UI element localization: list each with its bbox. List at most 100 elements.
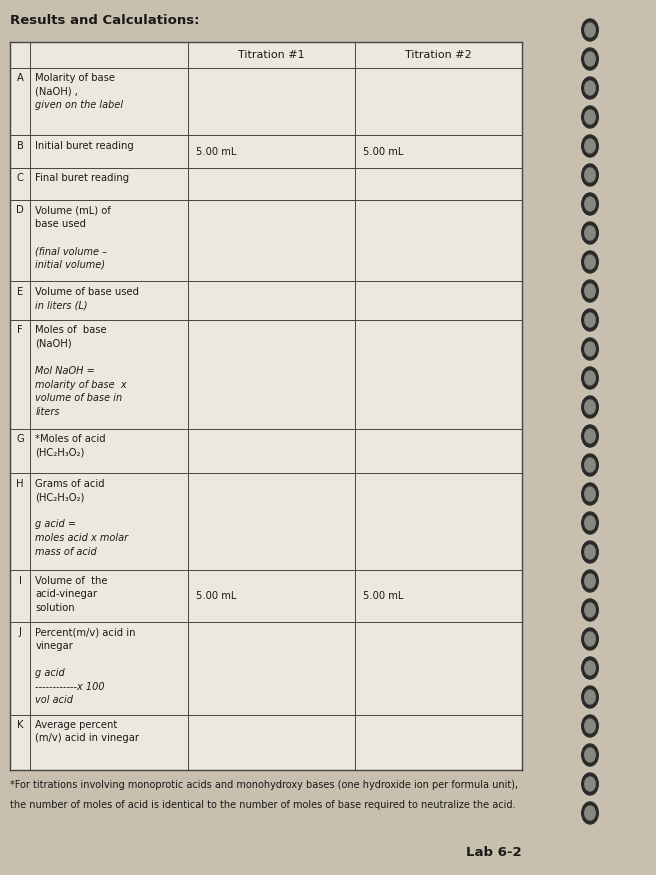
Circle shape	[582, 512, 598, 534]
Text: given on the label: given on the label	[35, 101, 123, 110]
Circle shape	[582, 454, 598, 476]
Text: Percent(m/v) acid in: Percent(m/v) acid in	[35, 627, 136, 638]
Text: (NaOH): (NaOH)	[35, 339, 72, 349]
Circle shape	[582, 48, 598, 70]
Circle shape	[584, 313, 595, 327]
Text: (NaOH) ,: (NaOH) ,	[35, 87, 78, 97]
Circle shape	[584, 516, 595, 530]
Text: Titration #2: Titration #2	[405, 50, 472, 60]
Text: 5.00 mL: 5.00 mL	[196, 592, 236, 601]
Text: C: C	[16, 173, 24, 183]
Text: vol acid: vol acid	[35, 696, 73, 705]
Text: ------------x 100: ------------x 100	[35, 682, 105, 692]
Circle shape	[584, 81, 595, 95]
Text: (HC₂H₃O₂): (HC₂H₃O₂)	[35, 448, 85, 458]
Circle shape	[582, 541, 598, 563]
Text: molarity of base  x: molarity of base x	[35, 380, 127, 389]
Text: 5.00 mL: 5.00 mL	[363, 147, 403, 157]
Text: *Moles of acid: *Moles of acid	[35, 434, 106, 444]
Text: G: G	[16, 434, 24, 444]
Text: Lab 6-2: Lab 6-2	[466, 846, 522, 859]
Circle shape	[582, 367, 598, 389]
Circle shape	[582, 164, 598, 186]
Text: g acid =: g acid =	[35, 520, 76, 529]
Circle shape	[582, 628, 598, 650]
Circle shape	[584, 603, 595, 617]
Circle shape	[584, 806, 595, 820]
Text: Volume of base used: Volume of base used	[35, 287, 139, 297]
Text: Results and Calculations:: Results and Calculations:	[10, 14, 199, 27]
Text: liters: liters	[35, 407, 60, 416]
Text: moles acid x molar: moles acid x molar	[35, 533, 129, 543]
Text: 5.00 mL: 5.00 mL	[363, 592, 403, 601]
Circle shape	[582, 599, 598, 621]
Text: (HC₂H₃O₂): (HC₂H₃O₂)	[35, 493, 85, 502]
Text: H: H	[16, 479, 24, 489]
Text: solution: solution	[35, 603, 75, 612]
Text: 5.00 mL: 5.00 mL	[196, 147, 236, 157]
Text: I: I	[18, 576, 22, 585]
Circle shape	[582, 251, 598, 273]
Text: Volume of  the: Volume of the	[35, 576, 108, 585]
Circle shape	[582, 280, 598, 302]
Circle shape	[582, 193, 598, 215]
Circle shape	[584, 458, 595, 472]
Circle shape	[582, 715, 598, 737]
Text: Initial buret reading: Initial buret reading	[35, 141, 134, 150]
Circle shape	[584, 110, 595, 124]
Circle shape	[584, 777, 595, 791]
Circle shape	[584, 342, 595, 356]
Text: base used: base used	[35, 219, 86, 229]
Circle shape	[584, 197, 595, 211]
Circle shape	[582, 744, 598, 766]
Circle shape	[584, 255, 595, 269]
Text: Moles of  base: Moles of base	[35, 326, 107, 335]
Circle shape	[582, 309, 598, 331]
Circle shape	[582, 802, 598, 824]
Circle shape	[582, 773, 598, 795]
Circle shape	[584, 574, 595, 588]
Circle shape	[582, 106, 598, 128]
Circle shape	[584, 632, 595, 646]
Circle shape	[584, 661, 595, 675]
Circle shape	[584, 139, 595, 153]
Circle shape	[584, 545, 595, 559]
Circle shape	[582, 77, 598, 99]
Text: D: D	[16, 206, 24, 215]
Text: vinegar: vinegar	[35, 641, 73, 651]
Text: volume of base in: volume of base in	[35, 393, 123, 403]
Text: mass of acid: mass of acid	[35, 547, 97, 556]
Text: E: E	[17, 287, 23, 297]
Circle shape	[582, 686, 598, 708]
Text: Volume (mL) of: Volume (mL) of	[35, 206, 111, 215]
Circle shape	[584, 400, 595, 414]
Circle shape	[584, 429, 595, 443]
Circle shape	[582, 425, 598, 447]
Circle shape	[584, 23, 595, 37]
Circle shape	[582, 338, 598, 360]
Text: acid-vinegar: acid-vinegar	[35, 589, 97, 599]
Circle shape	[584, 748, 595, 762]
Circle shape	[584, 52, 595, 66]
Text: initial volume): initial volume)	[35, 260, 105, 270]
Circle shape	[584, 719, 595, 733]
Text: Molarity of base: Molarity of base	[35, 74, 115, 83]
Text: Final buret reading: Final buret reading	[35, 173, 129, 183]
Text: g acid: g acid	[35, 668, 65, 678]
Text: in liters (L): in liters (L)	[35, 300, 88, 310]
Text: Mol NaOH =: Mol NaOH =	[35, 366, 95, 376]
Text: Grams of acid: Grams of acid	[35, 479, 105, 489]
Bar	[10, 42, 522, 770]
Circle shape	[584, 168, 595, 182]
Circle shape	[582, 396, 598, 418]
Circle shape	[584, 487, 595, 501]
Text: K: K	[17, 720, 23, 730]
Text: Average percent: Average percent	[35, 720, 117, 730]
Text: B: B	[16, 141, 24, 150]
Text: *For titrations involving monoprotic acids and monohydroxy bases (one hydroxide : *For titrations involving monoprotic aci…	[10, 780, 518, 790]
Text: (final volume –: (final volume –	[35, 246, 107, 256]
Text: A: A	[16, 74, 24, 83]
Text: Titration #1: Titration #1	[238, 50, 305, 60]
Circle shape	[582, 483, 598, 505]
Text: J: J	[18, 627, 22, 638]
